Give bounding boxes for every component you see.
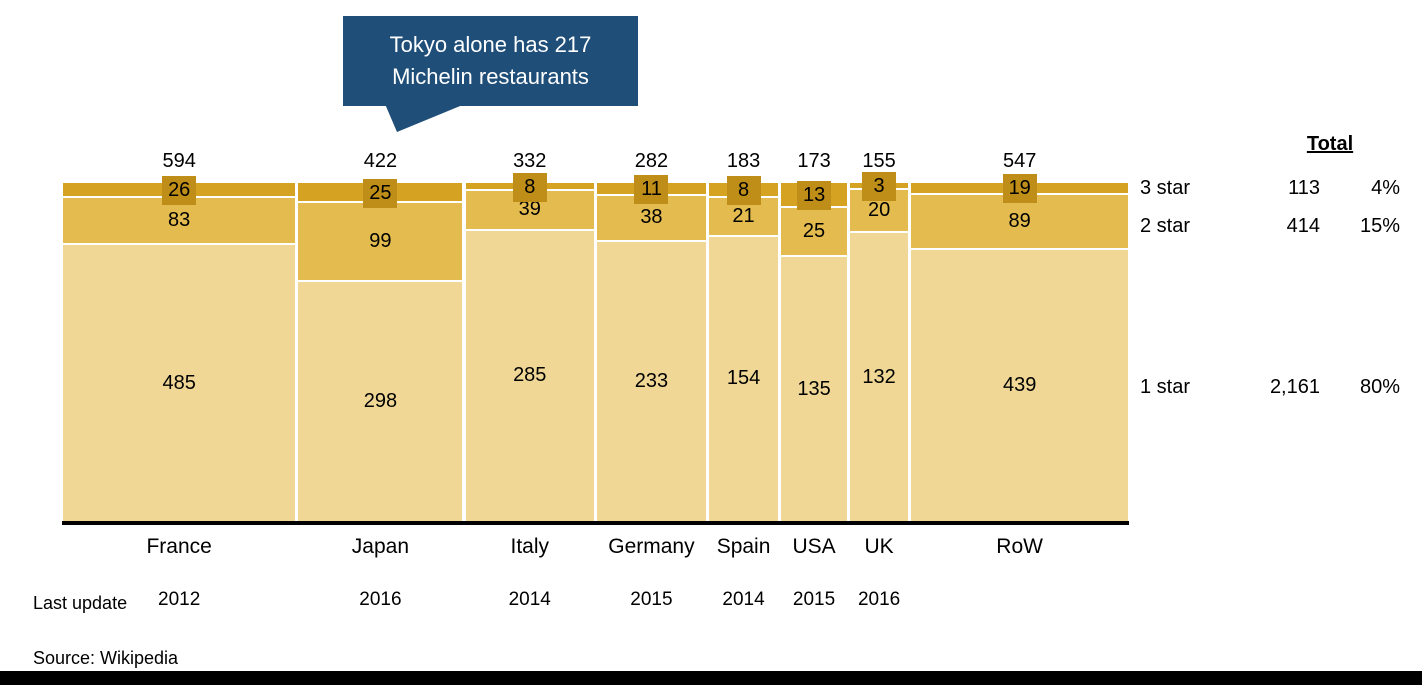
column-label-italy: Italy <box>510 535 549 558</box>
total-pct-1star: 80% <box>1359 376 1400 398</box>
value-chip-3star-usa: 13 <box>797 181 832 211</box>
total-value-1star: 2,161 <box>1269 376 1320 398</box>
mekko-column-france: 83 485 26 594 France 2012 <box>63 150 296 610</box>
column-label-usa: USA <box>792 535 836 558</box>
column-year-uk: 2016 <box>857 589 901 610</box>
column-total-france: 594 <box>162 150 196 172</box>
column-label-spain: Spain <box>716 535 771 558</box>
column-year-italy: 2014 <box>508 589 551 610</box>
value-chip-3star-france: 26 <box>162 175 197 205</box>
segment-1star-usa: 135 <box>781 257 847 521</box>
segment-1star-uk: 132 <box>849 233 909 521</box>
column-total-uk: 155 <box>862 150 896 172</box>
legend-label-3star: 3 star <box>1140 177 1191 199</box>
source-note: Source: Wikipedia <box>33 648 179 668</box>
value-chip-3star-italy: 8 <box>512 172 547 202</box>
value-chip-3star-spain: 8 <box>726 175 761 205</box>
total-pct-3star: 4% <box>1371 177 1400 199</box>
value-chip-3star-japan: 25 <box>363 178 398 208</box>
column-label-uk: UK <box>864 535 894 558</box>
mekko-column-usa: 25 135 13 173 USA 2015 <box>781 150 847 610</box>
column-year-france: 2012 <box>158 589 201 610</box>
callout-line1: Tokyo alone has 217 <box>389 32 592 58</box>
column-label-row: RoW <box>996 535 1043 558</box>
value-chip-3star-germany: 11 <box>634 175 669 205</box>
legend-label-1star: 1 star <box>1140 376 1191 398</box>
mekko-column-spain: 21 154 8 183 Spain 2014 <box>708 150 779 610</box>
column-year-spain: 2014 <box>722 589 765 610</box>
mekko-column-japan: 99 298 25 422 Japan 2016 <box>298 150 463 610</box>
legend-label-2star: 2 star <box>1140 215 1191 237</box>
segment-1star-france: 485 <box>63 245 296 521</box>
callout-tail <box>385 104 465 132</box>
segment-2star-row: 89 <box>911 194 1128 248</box>
total-value-2star: 414 <box>1286 215 1320 237</box>
column-total-usa: 173 <box>797 150 831 172</box>
mekko-column-row: 89 439 19 547 RoW <box>911 150 1128 558</box>
segment-1star-japan: 298 <box>298 282 463 521</box>
column-total-spain: 183 <box>726 150 761 172</box>
segment-1star-row: 439 <box>911 249 1128 521</box>
column-label-japan: Japan <box>351 535 409 558</box>
column-year-germany: 2015 <box>630 589 673 610</box>
mekko-column-italy: 39 285 8 332 Italy 2014 <box>465 150 594 610</box>
bottom-divider-bar <box>0 671 1422 685</box>
value-chip-3star-uk: 3 <box>862 171 897 201</box>
mekko-column-uk: 20 132 3 155 UK 2016 <box>849 150 909 610</box>
segment-2star-usa: 25 <box>781 208 847 256</box>
marimekko-chart: 83 485 26 594 France 2012 99 298 25 422 Japan 2016 3… <box>63 150 1128 610</box>
segment-1star-spain: 154 <box>708 236 779 521</box>
column-total-japan: 422 <box>363 150 398 172</box>
segment-2star-japan: 99 <box>298 203 463 281</box>
segment-1star-italy: 285 <box>465 230 594 521</box>
column-total-italy: 332 <box>513 150 547 172</box>
last-update-label: Last update <box>33 593 128 613</box>
column-label-germany: Germany <box>608 535 695 558</box>
callout-line2: Michelin restaurants <box>392 64 589 89</box>
total-value-3star: 113 <box>1288 177 1320 199</box>
column-year-usa: 2015 <box>792 589 836 610</box>
x-axis-line <box>62 521 1129 525</box>
totals-header: Total <box>1306 133 1354 155</box>
total-pct-2star: 15% <box>1359 215 1400 237</box>
segment-2star-france: 83 <box>63 197 296 243</box>
value-chip-3star-row: 19 <box>1002 174 1037 204</box>
segment-1star-germany: 233 <box>597 241 706 521</box>
column-total-row: 547 <box>1002 150 1037 172</box>
column-year-japan: 2016 <box>359 589 402 610</box>
column-label-france: France <box>146 535 212 558</box>
column-total-germany: 282 <box>634 150 669 172</box>
mekko-column-germany: 38 233 11 282 Germany 2015 <box>597 150 706 610</box>
callout-bubble: Tokyo alone has 217 Michelin restaurants <box>343 16 638 106</box>
